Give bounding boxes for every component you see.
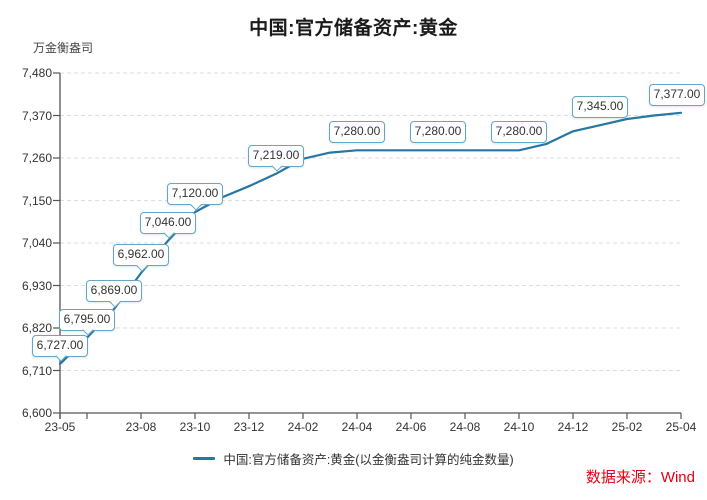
x-tick-label: 23-05 [44,420,76,434]
x-tick-label: 24-06 [395,420,427,434]
x-tick-label: 25-04 [665,420,697,434]
data-point-callout: 6,795.00 [59,308,115,336]
y-tick-label: 7,040 [21,236,52,250]
legend: 中国:官方储备资产:黄金(以金衡盎司计算的纯金数量) [0,449,707,468]
data-point-callout: 6,869.00 [86,280,142,308]
x-tick-label: 24-04 [341,420,373,434]
y-tick-label: 6,820 [21,321,52,335]
data-point-callout: 7,219.00 [248,144,304,172]
data-point-callout: 7,280.00 [329,121,385,144]
x-tick-label: 24-12 [557,420,589,434]
x-tick-label: 23-08 [125,420,157,434]
x-tick-label: 24-08 [449,420,481,434]
y-tick-label: 6,600 [21,406,52,420]
y-tick-label: 7,480 [21,66,52,80]
data-point-callout: 6,727.00 [32,334,88,363]
chart-title: 中国:官方储备资产:黄金 [249,18,458,39]
x-tick-label: 24-02 [287,420,319,434]
y-tick-label: 6,710 [21,363,52,378]
y-axis-unit-label: 万金衡盎司 [33,41,94,55]
data-point-callout: 7,280.00 [410,121,466,144]
y-tick-label: 7,150 [21,193,52,208]
data-point-callout: 7,120.00 [167,183,223,211]
data-point-callout: 7,345.00 [572,96,628,119]
legend-label: 中国:官方储备资产:黄金(以金衡盎司计算的纯金数量) [223,453,514,467]
data-point-callout: 7,280.00 [491,121,547,144]
y-tick-label: 7,370 [21,108,52,123]
data-point-callout: 7,046.00 [140,211,196,239]
legend-line-sample [193,457,216,460]
data-point-callout: 7,377.00 [649,83,705,106]
data-point-callout: 6,962.00 [113,244,169,272]
y-tick-label: 7,260 [21,151,52,165]
y-tick-label: 6,930 [21,278,52,293]
data-source-label: 数据来源：Wind [585,469,695,486]
x-tick-label: 25-02 [611,420,643,434]
x-tick-label: 23-12 [233,420,265,434]
x-tick-label: 23-10 [179,420,211,434]
x-tick-label: 24-10 [503,420,535,434]
